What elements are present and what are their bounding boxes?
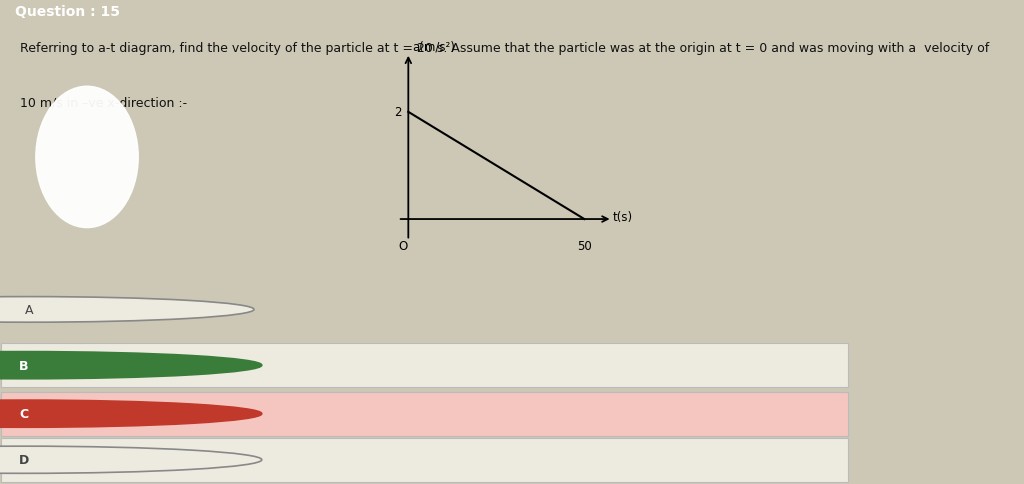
Circle shape: [0, 400, 262, 427]
Text: 2: 2: [394, 106, 401, 119]
Text: Referring to a-t diagram, find the velocity of the particle at t = 20 s. Assume : Referring to a-t diagram, find the veloc…: [20, 42, 990, 55]
Text: Question : 15: Question : 15: [15, 5, 121, 19]
Text: C: C: [19, 408, 29, 420]
Text: 50: 50: [577, 240, 592, 253]
Text: 18: 18: [51, 405, 72, 423]
Circle shape: [0, 352, 262, 379]
Text: O: O: [398, 240, 408, 253]
Text: 15: 15: [51, 451, 72, 469]
FancyBboxPatch shape: [1, 344, 848, 387]
FancyBboxPatch shape: [1, 392, 848, 436]
Text: a(m/s²): a(m/s²): [412, 41, 455, 54]
Circle shape: [0, 297, 254, 322]
FancyBboxPatch shape: [1, 438, 848, 482]
Text: A: A: [25, 303, 33, 316]
Text: B: B: [19, 359, 29, 372]
Text: 20: 20: [59, 301, 81, 319]
Circle shape: [0, 446, 262, 473]
Text: D: D: [18, 454, 29, 466]
Text: 10 m/s in –ve x-direction :-: 10 m/s in –ve x-direction :-: [20, 96, 187, 109]
Ellipse shape: [36, 87, 138, 228]
Text: t(s): t(s): [612, 211, 633, 224]
Text: 22: 22: [51, 356, 73, 375]
